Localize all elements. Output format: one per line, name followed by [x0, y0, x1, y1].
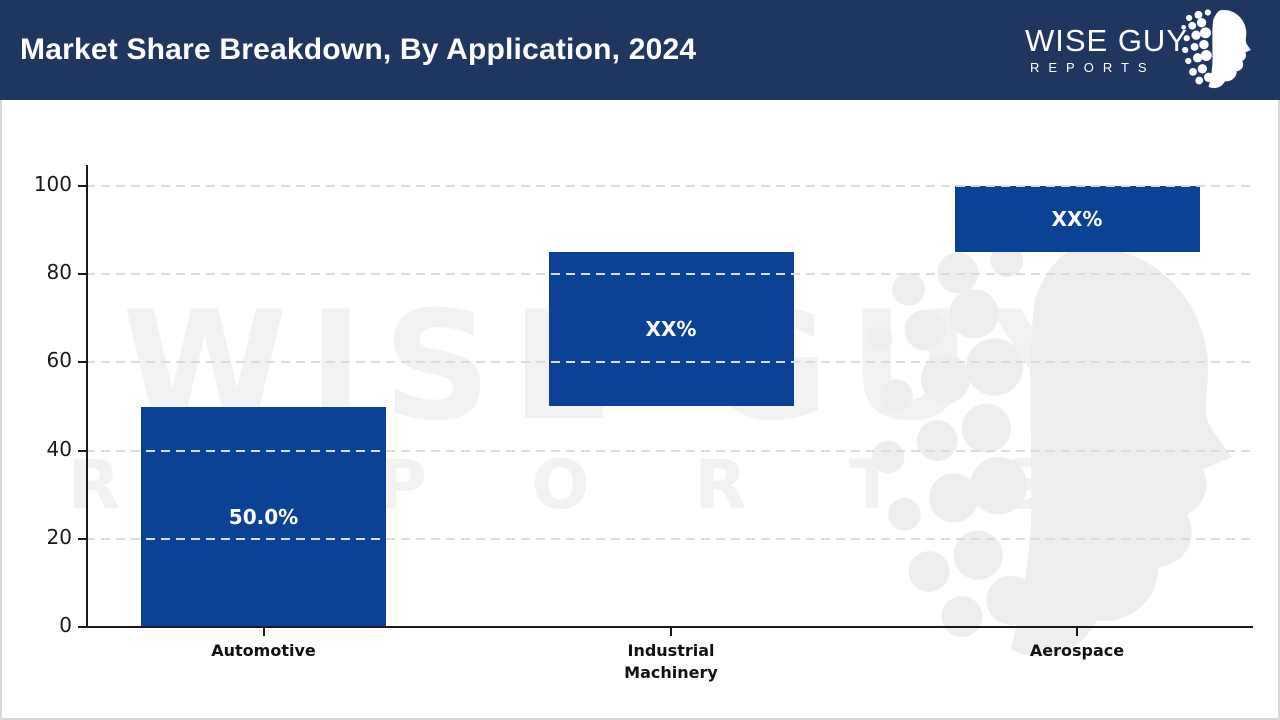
logo-head-icon: [1176, 7, 1260, 93]
gridline: [86, 537, 1253, 540]
gridline: [86, 273, 1253, 276]
y-tick-mark: [78, 537, 86, 540]
bar: 50.0%: [141, 406, 386, 627]
y-tick-label: 20: [46, 524, 72, 549]
header-bar: Market Share Breakdown, By Application, …: [0, 0, 1280, 100]
wise-guy-reports-logo: WISE GUY REPORTS: [1025, 7, 1260, 93]
y-tick-label: 100: [33, 172, 72, 196]
y-tick-mark: [78, 185, 86, 187]
x-tick-label: Industrial Machinery: [624, 641, 718, 682]
y-tick-label: 0: [59, 613, 72, 637]
gridline: [86, 185, 1253, 187]
logo-wordmark: WISE GUY: [1024, 23, 1188, 58]
x-tick-label: Aerospace: [1029, 641, 1125, 660]
gridline: [86, 449, 1253, 452]
bar-value-label: XX%: [1051, 207, 1103, 232]
bar: XX%: [954, 186, 1200, 253]
y-tick-mark: [78, 273, 86, 276]
y-tick-mark: [78, 626, 86, 628]
y-tick-mark: [78, 449, 86, 452]
logo-text: WISE GUY REPORTS: [1025, 25, 1188, 75]
logo-subtitle: REPORTS: [1029, 60, 1156, 75]
y-tick-label: 40: [46, 436, 72, 461]
y-tick-label: 60: [46, 348, 72, 373]
bar-value-label: XX%: [645, 317, 697, 342]
y-axis-line: [86, 165, 88, 627]
y-tick-label: 80: [46, 260, 72, 285]
x-tick-label: Automotive: [211, 641, 316, 660]
bar: XX%: [548, 252, 794, 407]
y-tick-mark: [78, 361, 86, 364]
chart-title: Market Share Breakdown, By Application, …: [20, 33, 697, 66]
x-tick-mark: [262, 628, 265, 636]
x-tick-mark: [670, 628, 672, 636]
x-tick-mark: [1076, 628, 1078, 636]
bar-value-label: 50.0%: [228, 504, 299, 529]
gridline: [86, 361, 1253, 364]
x-axis-line: [86, 626, 1253, 628]
